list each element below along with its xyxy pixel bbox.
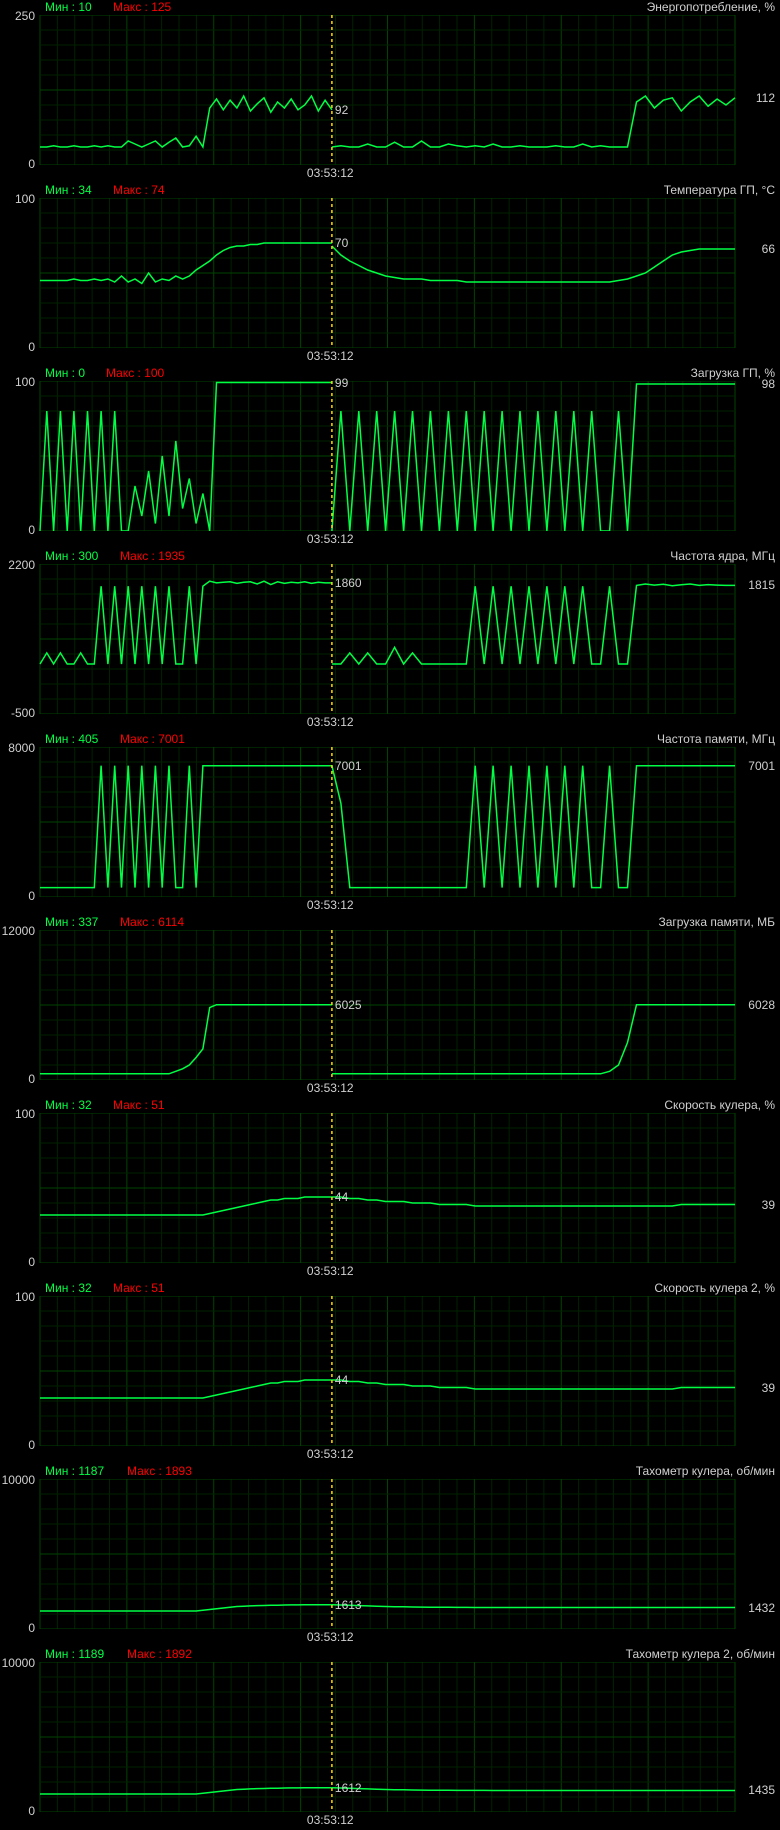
time-label: 03:53:12 (307, 166, 354, 180)
min-label: Мин : 1187 (45, 1464, 104, 1478)
min-label: Мин : 34 (45, 183, 92, 197)
time-label: 03:53:12 (307, 1264, 354, 1278)
chart-plot[interactable] (0, 564, 780, 714)
cursor-value-left: 92 (335, 103, 348, 117)
chart-title: Загрузка памяти, МБ (658, 915, 775, 929)
chart-panel-4[interactable]: Мин : 405Макс : 7001Частота памяти, МГц8… (0, 732, 780, 915)
time-label: 03:53:12 (307, 349, 354, 363)
chart-panel-5[interactable]: Мин : 337Макс : 6114Загрузка памяти, МБ1… (0, 915, 780, 1098)
min-label: Мин : 32 (45, 1098, 92, 1112)
chart-title: Скорость кулера 2, % (654, 1281, 775, 1295)
time-label: 03:53:12 (307, 532, 354, 546)
end-value-right: 98 (762, 377, 775, 391)
max-label: Макс : 7001 (120, 732, 185, 746)
chart-plot[interactable] (0, 1113, 780, 1263)
chart-plot[interactable] (0, 747, 780, 897)
max-label: Макс : 100 (106, 366, 164, 380)
end-value-right: 112 (756, 91, 775, 105)
chart-plot[interactable] (0, 1662, 780, 1812)
end-value-right: 6028 (748, 998, 775, 1012)
chart-plot[interactable] (0, 381, 780, 531)
end-value-right: 39 (762, 1381, 775, 1395)
chart-panel-9[interactable]: Мин : 1189 Макс : 1892 Тахометр кулера 2, … (0, 1647, 780, 1830)
chart-plot[interactable] (0, 930, 780, 1080)
cursor-value-left: 44 (335, 1373, 348, 1387)
cursor-value-left: 44 (335, 1190, 348, 1204)
end-value-right: 66 (762, 242, 775, 256)
cursor-value-left: 6025 (335, 998, 362, 1012)
end-value-right: 39 (762, 1198, 775, 1212)
end-value-right: 1432 (748, 1601, 775, 1615)
chart-panel-7[interactable]: Мин : 32Макс : 51Скорость кулера 2, %100… (0, 1281, 780, 1464)
monitoring-dashboard: Мин : 10Макс : 125Энергопотребление, %25… (0, 0, 780, 1830)
time-label: 03:53:12 (307, 1447, 354, 1461)
end-value-right: 1815 (748, 578, 775, 592)
cursor-value-left: 1612 (335, 1781, 362, 1795)
min-label: Мин : 0 (45, 366, 85, 380)
max-label: Макс : 74 (113, 183, 165, 197)
time-label: 03:53:12 (307, 898, 354, 912)
end-value-right: 1435 (748, 1783, 775, 1797)
chart-panel-2[interactable]: Мин : 0Макс : 100Загрузка ГП, %100099980… (0, 366, 780, 549)
chart-panel-0[interactable]: Мин : 10Макс : 125Энергопотребление, %25… (0, 0, 780, 183)
chart-title: Тахометр кулера 2, об/мин (626, 1647, 775, 1661)
max-label: Макс : 125 (113, 0, 171, 14)
chart-plot[interactable] (0, 198, 780, 348)
max-label: Макс : 1935 (120, 549, 185, 563)
time-label: 03:53:12 (307, 1813, 354, 1827)
max-label: Макс : 1893 (127, 1464, 192, 1478)
cursor-value-left: 1860 (335, 576, 362, 590)
cursor-value-left: 99 (335, 376, 348, 390)
cursor-value-left: 7001 (335, 759, 362, 773)
time-label: 03:53:12 (307, 715, 354, 729)
chart-title: Температура ГП, °С (664, 183, 775, 197)
min-label: Мин : 32 (45, 1281, 92, 1295)
cursor-value-left: 1613 (335, 1598, 362, 1612)
time-label: 03:53:12 (307, 1630, 354, 1644)
min-label: Мин : 405 (45, 732, 98, 746)
max-label: Макс : 6114 (120, 915, 184, 929)
min-label: Мин : 300 (45, 549, 98, 563)
max-label: Макс : 1892 (127, 1647, 192, 1661)
chart-plot[interactable] (0, 1296, 780, 1446)
chart-title: Частота памяти, МГц (657, 732, 775, 746)
chart-title: Энергопотребление, % (647, 0, 775, 14)
chart-title: Частота ядра, МГц (670, 549, 775, 563)
chart-panel-3[interactable]: Мин : 300Макс : 1935Частота ядра, МГц220… (0, 549, 780, 732)
max-label: Макс : 51 (113, 1098, 165, 1112)
min-label: Мин : 1189 (45, 1647, 104, 1661)
time-label: 03:53:12 (307, 1081, 354, 1095)
min-label: Мин : 337 (45, 915, 98, 929)
min-label: Мин : 10 (45, 0, 92, 14)
max-label: Макс : 51 (113, 1281, 165, 1295)
cursor-value-left: 70 (335, 236, 348, 250)
chart-plot[interactable] (0, 1479, 780, 1629)
chart-panel-6[interactable]: Мин : 32Макс : 51Скорость кулера, %10004… (0, 1098, 780, 1281)
chart-title: Скорость кулера, % (664, 1098, 775, 1112)
chart-panel-8[interactable]: Мин : 1187 Макс : 1893 Тахометр кулера, об… (0, 1464, 780, 1647)
chart-title: Тахометр кулера, об/мин (636, 1464, 775, 1478)
chart-panel-1[interactable]: Мин : 34Макс : 74Температура ГП, °С10007… (0, 183, 780, 366)
end-value-right: 7001 (748, 759, 775, 773)
chart-plot[interactable] (0, 15, 780, 165)
